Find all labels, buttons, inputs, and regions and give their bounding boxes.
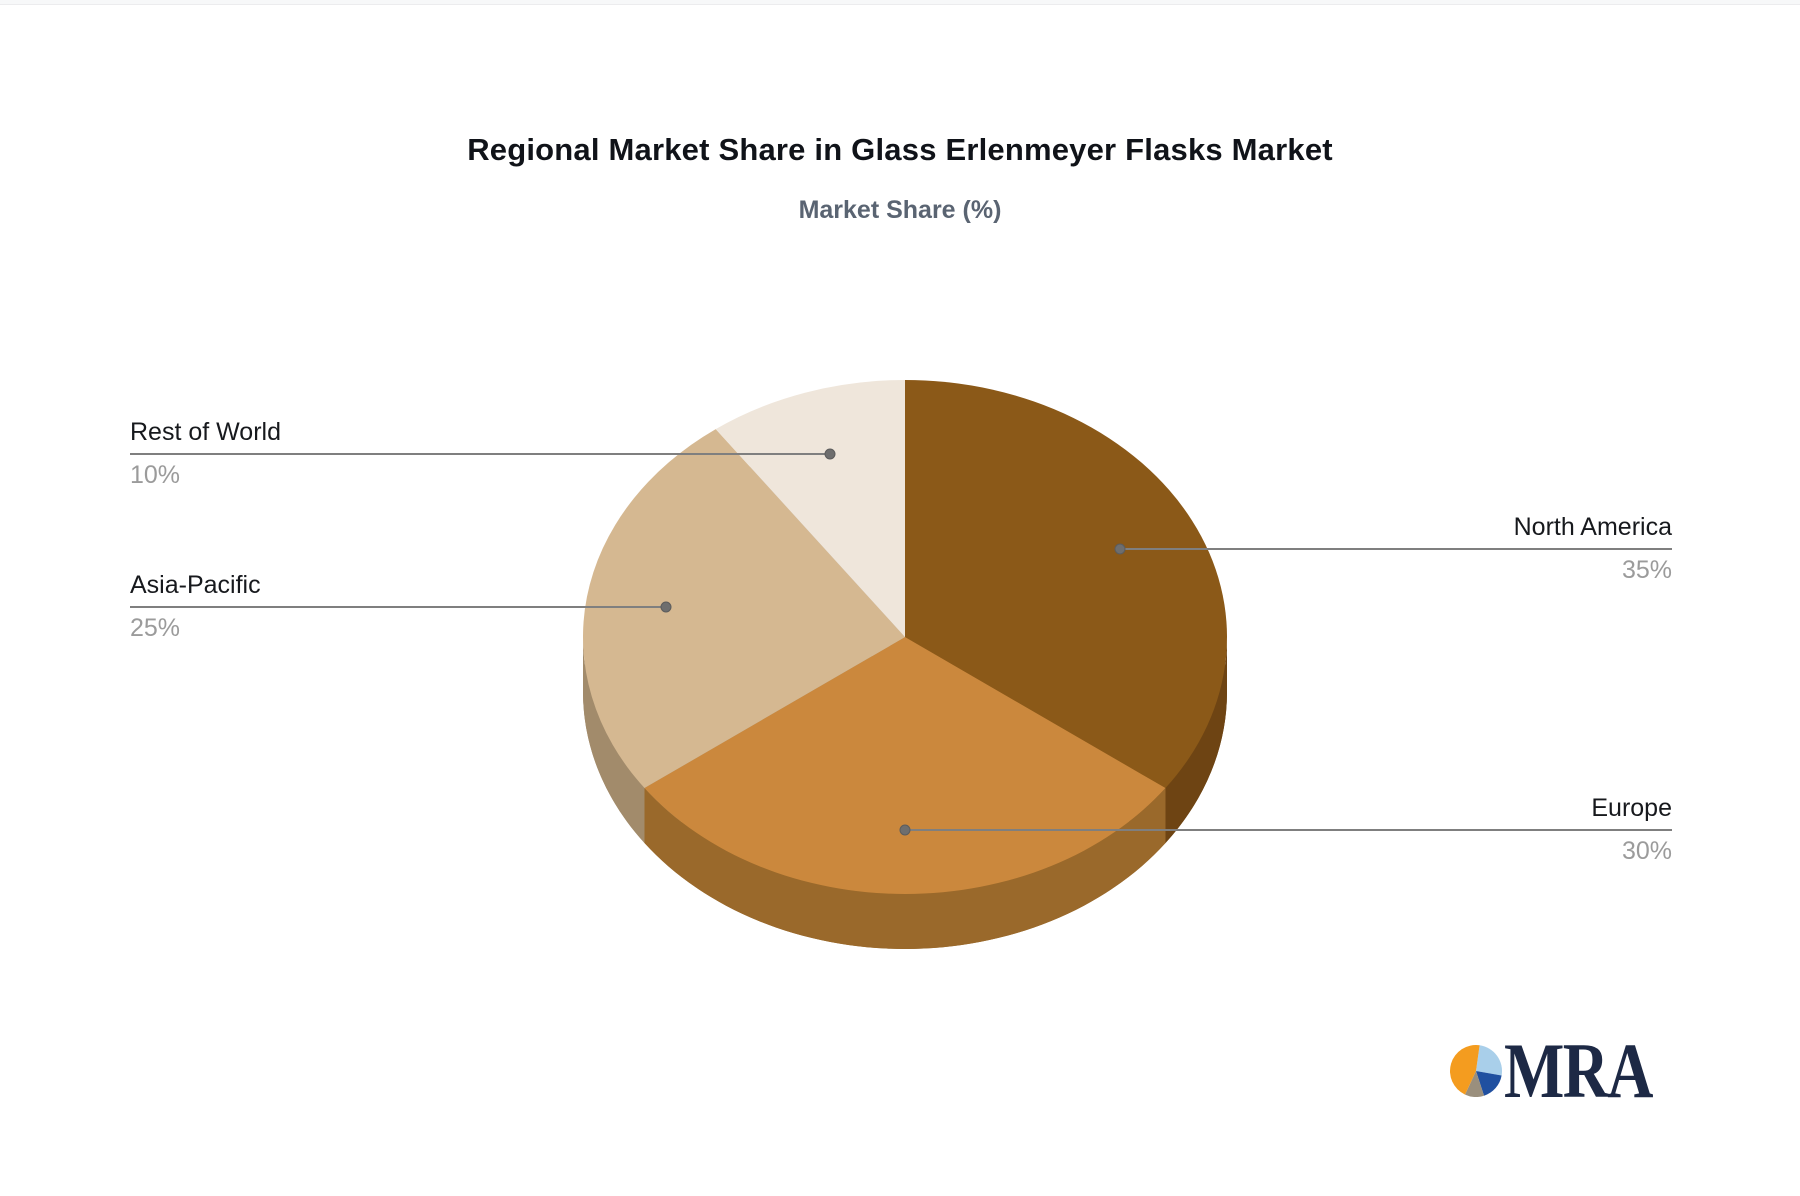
pie-slice-wall-north-america (1165, 637, 1227, 844)
callout-label-rest-of-world: Rest of World (130, 418, 281, 446)
brand-logo: MRA (1450, 1030, 1684, 1110)
logo-dark-blue-slice (1476, 1071, 1502, 1096)
callout-dot-asia-pacific (660, 601, 672, 613)
pie-slice-wall-asia-pacific (583, 637, 645, 844)
chart-title: Regional Market Share in Glass Erlenmeye… (467, 132, 1333, 167)
pie-slice-asia-pacific[interactable] (583, 429, 905, 789)
logo-light-blue-slice (1476, 1045, 1502, 1076)
callout-label-asia-pacific: Asia-Pacific (130, 571, 261, 599)
pie-slice-north-america[interactable] (905, 380, 1227, 789)
logo-gray-slice (1465, 1071, 1485, 1097)
callout-value-rest-of-world: 10% (130, 461, 181, 489)
callout-label-europe: Europe (1591, 794, 1672, 822)
pie-slice-rest-of-world[interactable] (715, 380, 905, 637)
callout-dot-north-america (1114, 543, 1126, 555)
pie-chart-logo-icon (1450, 1045, 1502, 1097)
callout-label-north-america: North America (1513, 513, 1672, 541)
pie-slice-wall-europe (644, 788, 1166, 949)
top-edge-strip (0, 0, 1800, 5)
callout-dot-rest-of-world (824, 448, 836, 460)
callout-value-europe: 30% (1621, 837, 1672, 865)
brand-text: MRA (1504, 1027, 1653, 1114)
logo-orange-slice (1450, 1045, 1480, 1095)
callout-value-asia-pacific: 25% (130, 614, 181, 642)
callout-dot-europe (899, 824, 911, 836)
chart-subtitle: Market Share (%) (798, 196, 1002, 224)
callout-value-north-america: 35% (1621, 556, 1672, 584)
